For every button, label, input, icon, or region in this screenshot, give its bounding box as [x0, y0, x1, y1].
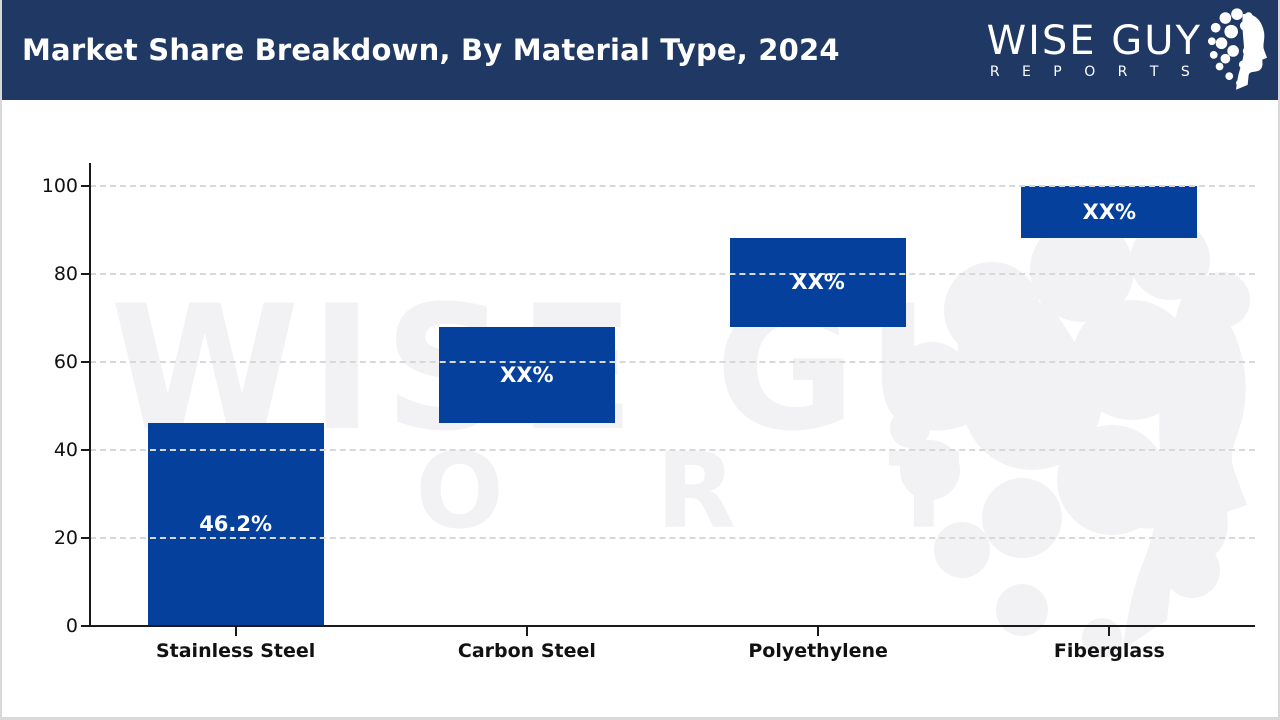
logo-wordmark: WISE GUY R E P O R T S	[987, 21, 1202, 79]
y-tick-mark-20	[81, 537, 89, 539]
y-tick-label-100: 100	[41, 175, 78, 197]
x-tick-mark-1	[525, 627, 528, 636]
bar-carbon-steel	[438, 326, 615, 423]
gridline-80	[90, 273, 1255, 275]
bar-polyethylene	[730, 237, 907, 327]
watermark-face-icon	[890, 218, 1250, 658]
x-category-label: Fiberglass	[1053, 640, 1165, 662]
x-tick-mark-3	[1108, 627, 1111, 636]
bar-fiberglass	[1021, 186, 1198, 238]
logo-wordmark-line2: R E P O R T S	[989, 64, 1199, 80]
logo-face-icon	[1207, 8, 1268, 90]
y-tick-label-20: 20	[53, 527, 78, 549]
bar-value-label: XX%	[791, 270, 845, 295]
bar-stainless-steel	[147, 422, 324, 626]
bar-value-label: XX%	[500, 362, 554, 387]
y-tick-mark-80	[81, 273, 89, 275]
x-tick-mark-0	[234, 627, 237, 636]
gridline-100	[90, 185, 1255, 187]
x-axis-line	[89, 625, 1255, 627]
x-category-label: Carbon Steel	[457, 640, 596, 662]
x-category-label: Stainless Steel	[155, 640, 316, 662]
logo-wordmark-line1: WISE GUY	[986, 18, 1202, 64]
bar-value-label: XX%	[1082, 199, 1137, 224]
x-category-label: Polyethylene	[748, 640, 888, 662]
y-tick-mark-100	[81, 185, 89, 187]
y-tick-mark-0	[81, 625, 89, 627]
y-tick-label-80: 80	[53, 263, 78, 285]
wiseguy-logo: WISE GUY R E P O R T S	[987, 7, 1268, 93]
y-tick-mark-40	[81, 449, 89, 451]
x-tick-mark-2	[817, 627, 820, 636]
figure-title: Market Share Breakdown, By Material Type…	[22, 33, 840, 67]
y-tick-mark-60	[81, 361, 89, 363]
gridline-60	[90, 361, 1255, 363]
bar-value-label: 46.2%	[199, 512, 273, 537]
figure-header: Market Share Breakdown, By Material Type…	[2, 0, 1278, 100]
y-axis-line	[89, 163, 91, 627]
gridline-20	[90, 537, 1255, 539]
y-tick-label-60: 60	[53, 351, 78, 373]
gridline-40	[90, 449, 1255, 451]
y-tick-label-0: 0	[65, 615, 78, 637]
y-tick-label-40: 40	[53, 439, 78, 461]
